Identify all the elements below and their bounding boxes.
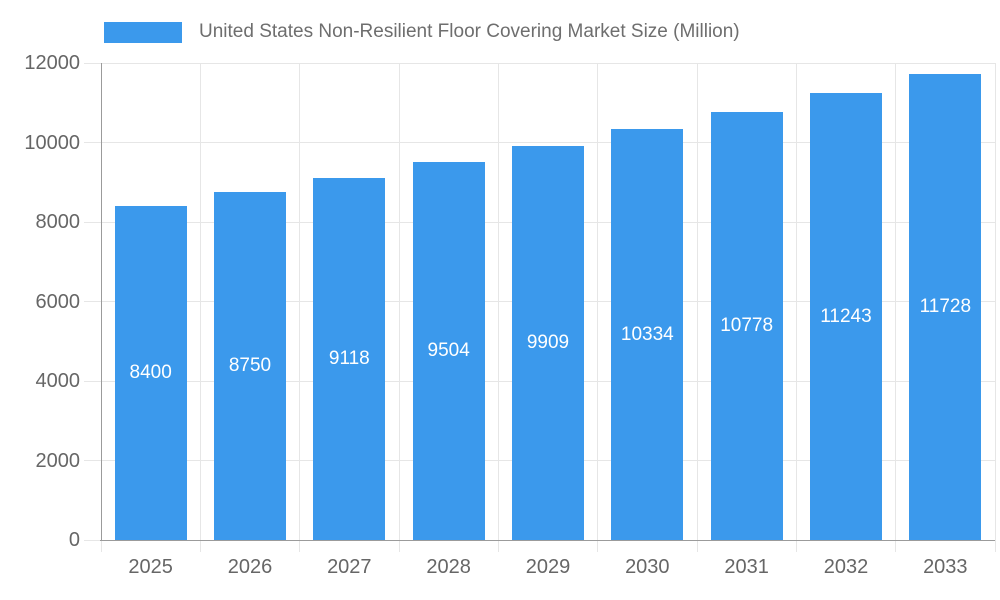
gridline-x [398, 63, 400, 540]
x-axis-label: 2031 [724, 556, 769, 578]
y-axis-tick [84, 221, 101, 223]
legend-item[interactable]: United States Non-Resilient Floor Coveri… [104, 21, 740, 43]
gridline-x [299, 63, 301, 540]
y-axis-line [100, 63, 102, 540]
y-axis-label: 4000 [35, 370, 81, 392]
y-axis-label: 8000 [35, 211, 81, 233]
x-axis-line [100, 539, 995, 541]
y-axis-tick [84, 539, 101, 541]
x-axis-label: 2027 [327, 556, 372, 578]
bar-2027[interactable] [313, 177, 386, 540]
bar-value-label: 9909 [526, 332, 570, 354]
bar-2025[interactable] [114, 206, 187, 540]
gridline-x [696, 63, 698, 540]
bar-2032[interactable] [810, 93, 882, 540]
x-axis-tick [199, 540, 201, 552]
legend-label: United States Non-Resilient Floor Coveri… [199, 21, 740, 42]
bar-value-label: 8400 [129, 362, 172, 384]
x-axis-label: 2026 [227, 556, 273, 578]
bar-2031[interactable] [710, 111, 783, 540]
x-axis-label: 2029 [525, 556, 571, 578]
y-axis-label: 0 [68, 529, 80, 551]
bar-2029[interactable] [512, 146, 584, 540]
x-axis-tick [895, 540, 897, 552]
bar-value-label: 10334 [620, 323, 674, 345]
x-axis-tick [597, 540, 599, 552]
bar-2026[interactable] [214, 192, 286, 540]
bar-2030[interactable] [611, 129, 684, 540]
x-axis-tick [100, 540, 102, 552]
bar-value-label: 9504 [427, 340, 470, 362]
gridline-x [895, 63, 897, 540]
y-axis-label: 12000 [24, 52, 80, 74]
y-axis-tick [84, 460, 101, 461]
bar-2033[interactable] [909, 73, 982, 540]
gridline-x [199, 63, 201, 540]
bar-2028[interactable] [412, 162, 485, 540]
x-axis-label: 2030 [625, 556, 670, 578]
y-axis-label: 2000 [35, 449, 81, 472]
x-axis-label: 2025 [128, 556, 173, 578]
y-axis-tick [84, 380, 101, 382]
x-axis-tick [299, 540, 301, 552]
y-axis-tick [84, 62, 101, 64]
gridline-x [497, 63, 499, 540]
x-axis-tick [398, 540, 400, 552]
bar-value-label: 8750 [228, 355, 272, 377]
gridline-y [101, 62, 995, 64]
x-axis-tick [994, 540, 996, 552]
y-axis-label: 10000 [24, 131, 80, 154]
x-axis-label: 2032 [823, 556, 869, 578]
bar-value-label: 10778 [720, 314, 774, 336]
bar-value-label: 9118 [328, 347, 370, 369]
x-axis-tick [795, 540, 797, 552]
x-axis-label: 2033 [923, 556, 968, 578]
x-axis-tick [497, 540, 499, 552]
legend-swatch [104, 21, 182, 43]
x-axis-tick [696, 540, 698, 552]
gridline-y [101, 142, 995, 143]
x-axis-label: 2028 [426, 556, 471, 578]
bar-value-label: 11728 [919, 295, 972, 317]
bar-value-label: 11243 [820, 305, 872, 327]
gridline-x [795, 63, 797, 540]
y-axis-tick [84, 142, 101, 143]
y-axis-label: 6000 [35, 290, 81, 313]
gridline-x [597, 63, 599, 540]
y-axis-tick [84, 301, 101, 302]
gridline-x [994, 63, 996, 540]
